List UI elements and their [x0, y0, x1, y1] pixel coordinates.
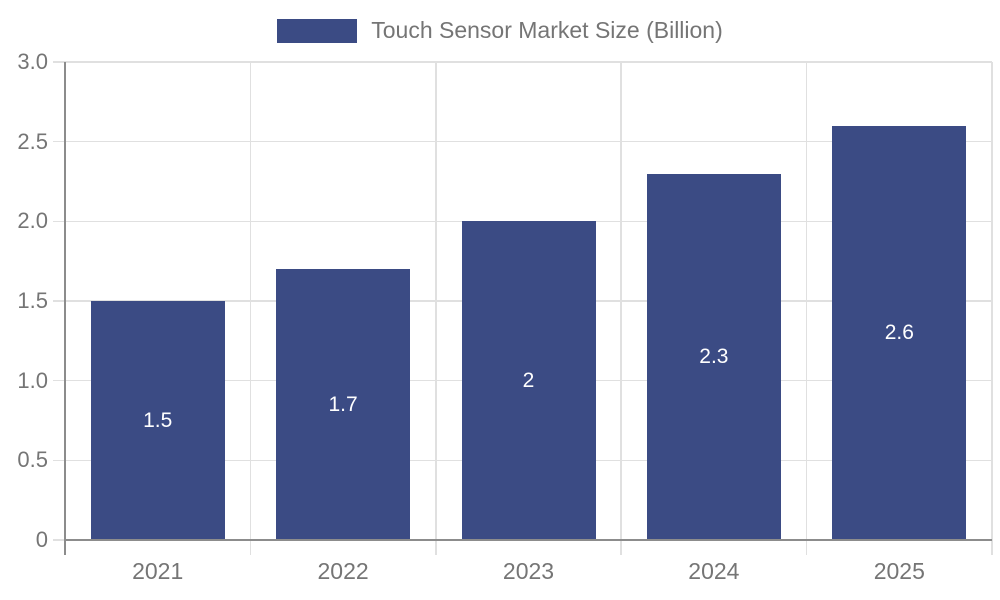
bar-value-label: 2.6 [884, 320, 914, 344]
y-tick-label-2.0: 2.0 [17, 208, 48, 234]
bar-value-label: 1.5 [143, 408, 173, 432]
gridline-h [65, 61, 992, 63]
y-tick [53, 61, 65, 63]
y-tick-label-1.0: 1.0 [17, 367, 48, 393]
x-tick [991, 540, 993, 555]
gridline-v [249, 62, 252, 540]
legend[interactable]: Touch Sensor Market Size (Billion) [0, 17, 1000, 44]
y-axis-line [64, 62, 66, 555]
gridline-v [991, 62, 993, 540]
plot-area: 0 0.5 1.0 1.5 2.0 2.5 3.0 1.5 2021 1.7 2022 2 2023 2.… [17, 49, 993, 584]
y-tick [53, 539, 65, 541]
x-tick [249, 540, 252, 555]
gridline-v [620, 62, 622, 540]
y-tick [53, 379, 65, 382]
x-axis-line [65, 539, 992, 541]
y-tick [53, 140, 65, 143]
x-tick-label-2025: 2025 [873, 558, 925, 584]
x-tick [805, 540, 808, 555]
y-tick-label-2.5: 2.5 [17, 128, 48, 154]
x-tick [435, 540, 437, 555]
y-tick [53, 459, 65, 462]
legend-swatch[interactable] [277, 18, 358, 43]
y-tick-label-0.5: 0.5 [17, 447, 48, 473]
bar-2025: 2.6 [832, 125, 967, 540]
y-tick [53, 220, 65, 223]
legend-label[interactable]: Touch Sensor Market Size (Billion) [371, 17, 723, 43]
x-tick-label-2024: 2024 [688, 558, 740, 584]
gridline-v [435, 62, 437, 540]
y-tick-label-0: 0 [35, 527, 48, 552]
bar-value-label: 2.3 [699, 344, 729, 368]
bar-2022: 1.7 [276, 269, 411, 540]
bar-2024: 2.3 [646, 173, 781, 540]
bar-value-label: 1.7 [328, 392, 358, 416]
bar-value-label: 2 [522, 368, 535, 392]
gridline-v [805, 62, 808, 540]
gridline-h [65, 140, 992, 143]
bar-2023: 2 [461, 221, 596, 540]
x-tick-label-2023: 2023 [502, 558, 555, 584]
x-tick [620, 540, 622, 555]
y-tick-label-3.0: 3.0 [17, 49, 48, 74]
bar-2021: 1.5 [90, 301, 225, 540]
x-tick-label-2021: 2021 [132, 558, 184, 584]
x-tick-label-2022: 2022 [317, 558, 369, 584]
y-tick [53, 300, 65, 302]
y-tick-label-1.5: 1.5 [17, 288, 48, 313]
